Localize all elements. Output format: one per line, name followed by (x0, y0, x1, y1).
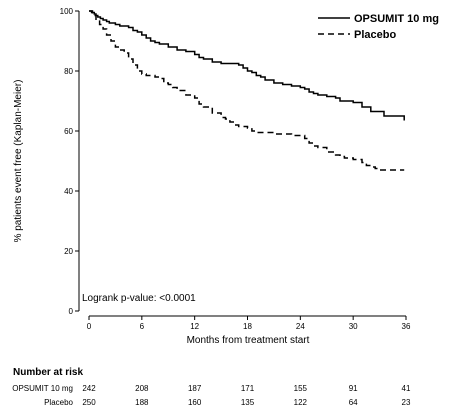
y-tick-label: 20 (64, 247, 73, 256)
risk-cell: 41 (402, 384, 411, 393)
risk-cell: 23 (402, 398, 411, 407)
risk-table-title: Number at risk (13, 367, 83, 378)
axes: 0 20 40 60 80 100 0 6 12 18 24 30 36 (60, 7, 411, 331)
legend-label-placebo: Placebo (354, 29, 396, 41)
legend-label-opsumit: OPSUMIT 10 mg (354, 13, 439, 25)
risk-cell: 250 (82, 398, 96, 407)
y-tick-label: 60 (64, 127, 73, 136)
risk-cell: 187 (188, 384, 202, 393)
x-axis-title: Months from treatment start (187, 335, 310, 346)
x-tick-label: 36 (402, 322, 411, 331)
legend: OPSUMIT 10 mg Placebo (318, 13, 439, 41)
risk-cell: 91 (349, 384, 358, 393)
risk-cell: 242 (82, 384, 96, 393)
risk-cell: 64 (349, 398, 358, 407)
series-line-placebo (89, 10, 405, 171)
y-tick-label: 80 (64, 67, 73, 76)
y-tick-label: 0 (69, 307, 74, 316)
x-tick-label: 30 (349, 322, 358, 331)
x-tick-label: 0 (87, 322, 92, 331)
x-tick-label: 6 (140, 322, 145, 331)
x-tick-label: 24 (296, 322, 305, 331)
risk-cell: 171 (241, 384, 255, 393)
series-line-opsumit (89, 10, 405, 121)
x-tick-label: 18 (243, 322, 252, 331)
risk-row-label: OPSUMIT 10 mg (12, 384, 73, 393)
risk-cell: 208 (135, 384, 149, 393)
y-tick-label: 40 (64, 187, 73, 196)
logrank-annotation: Logrank p-value: <0.0001 (82, 293, 196, 304)
risk-table: OPSUMIT 10 mg 242 208 187 171 155 91 41 Placebo 2… (12, 384, 411, 407)
risk-row-label: Placebo (44, 398, 73, 407)
risk-cell: 155 (294, 384, 308, 393)
risk-cell: 122 (294, 398, 308, 407)
risk-cell: 135 (241, 398, 255, 407)
series-layer (89, 10, 405, 171)
x-tick-label: 12 (190, 322, 199, 331)
risk-cell: 188 (135, 398, 149, 407)
y-axis-title: % patients event free (Kaplan-Meier) (13, 80, 24, 243)
y-tick-label: 100 (60, 7, 74, 16)
risk-cell: 160 (188, 398, 202, 407)
